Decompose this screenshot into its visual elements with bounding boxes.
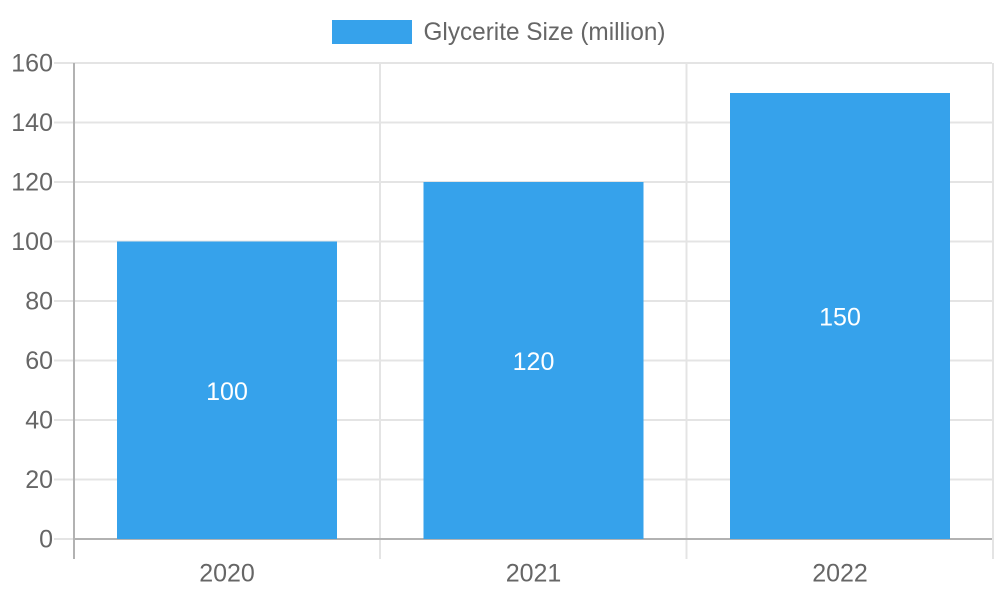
svg-text:120: 120 xyxy=(513,348,555,376)
svg-text:Glycerite Size (million): Glycerite Size (million) xyxy=(424,18,666,46)
svg-text:140: 140 xyxy=(11,109,53,137)
svg-text:100: 100 xyxy=(11,228,53,256)
svg-text:60: 60 xyxy=(25,347,53,375)
svg-text:20: 20 xyxy=(25,466,53,494)
svg-text:0: 0 xyxy=(39,526,53,554)
svg-text:100: 100 xyxy=(206,378,248,406)
svg-text:150: 150 xyxy=(819,303,861,331)
svg-text:2020: 2020 xyxy=(199,560,255,588)
svg-text:2022: 2022 xyxy=(812,560,868,588)
svg-text:2021: 2021 xyxy=(506,560,562,588)
svg-text:80: 80 xyxy=(25,288,53,316)
svg-text:120: 120 xyxy=(11,169,53,197)
svg-text:160: 160 xyxy=(11,50,53,78)
svg-text:40: 40 xyxy=(25,407,53,435)
